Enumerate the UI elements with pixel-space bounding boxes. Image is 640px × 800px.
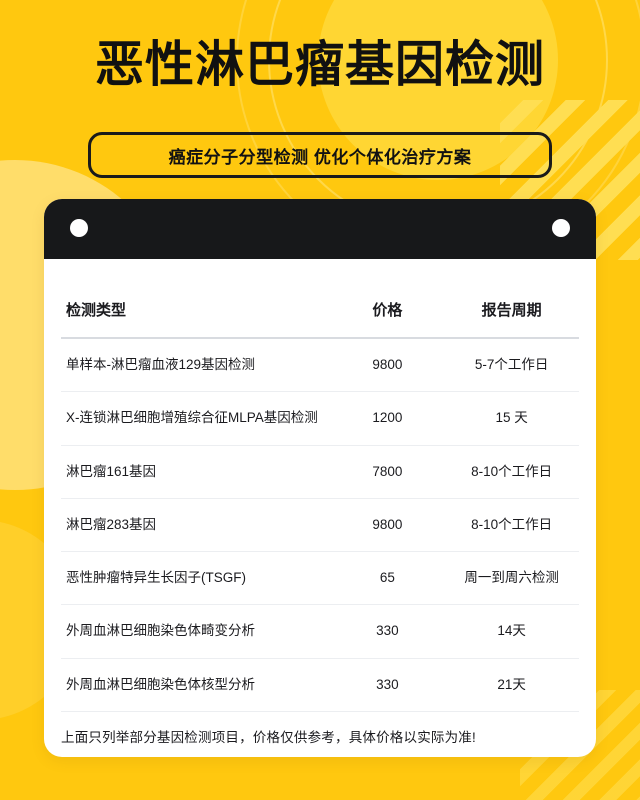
cell-cycle: 周一到周六检测 (464, 570, 559, 585)
table-row: 淋巴瘤283基因 9800 8-10个工作日 (61, 498, 579, 552)
cell-cycle: 21天 (497, 676, 526, 692)
card-top-bar (44, 199, 596, 259)
cell-type: 外周血淋巴细胞染色体核型分析 (66, 676, 255, 692)
page-title: 恶性淋巴瘤基因检测 (94, 38, 545, 92)
table-row: 单样本-淋巴瘤血液129基因检测 9800 5-7个工作日 (61, 338, 579, 392)
cell-type: 单样本-淋巴瘤血液129基因检测 (66, 357, 256, 372)
table-row: 外周血淋巴细胞染色体畸变分析 330 14天 (61, 605, 579, 658)
cell-type: 淋巴瘤161基因 (66, 463, 157, 479)
cell-cycle: 8-10个工作日 (471, 463, 553, 479)
cell-type: 淋巴瘤283基因 (66, 516, 157, 532)
table-row: 淋巴瘤161基因 7800 8-10个工作日 (61, 445, 579, 499)
cell-price: 9800 (372, 357, 403, 372)
column-header-cycle: 报告周期 (481, 302, 542, 319)
column-header-type: 检测类型 (66, 302, 127, 319)
cell-type: X-连锁淋巴细胞增殖综合征MLPA基因检测 (66, 410, 318, 426)
price-card: 检测类型 价格 报告周期 单样本-淋巴瘤血液129基因检测 9800 5-7个工… (44, 199, 596, 757)
cell-cycle: 8-10个工作日 (471, 516, 553, 532)
cell-cycle: 5-7个工作日 (474, 357, 549, 372)
table-header: 检测类型 价格 报告周期 (61, 259, 579, 338)
cell-price: 330 (376, 676, 399, 692)
cell-price: 7800 (372, 463, 403, 479)
cell-cycle: 14天 (497, 623, 526, 639)
dot-left-icon (70, 219, 88, 237)
cell-cycle: 15 天 (495, 410, 528, 426)
cell-price: 65 (379, 570, 395, 585)
cell-price: 330 (376, 623, 399, 639)
table-body: 单样本-淋巴瘤血液129基因检测 9800 5-7个工作日 X-连锁淋巴细胞增殖… (61, 338, 579, 757)
table-footnote-row: 上面只列举部分基因检测项目，价格仅供参考，具体价格以实际为准! (61, 711, 579, 757)
table-header-row: 检测类型 价格 报告周期 (61, 259, 579, 338)
subtitle-pill: 癌症分子分型检测 优化个体化治疗方案 (88, 132, 552, 178)
table-footnote: 上面只列举部分基因检测项目，价格仅供参考，具体价格以实际为准! (61, 729, 476, 745)
table-row: 恶性肿瘤特异生长因子(TSGF) 65 周一到周六检测 (61, 552, 579, 605)
cell-price: 9800 (372, 516, 403, 532)
price-table: 检测类型 价格 报告周期 单样本-淋巴瘤血液129基因检测 9800 5-7个工… (61, 259, 579, 757)
table-row: 外周血淋巴细胞染色体核型分析 330 21天 (61, 658, 579, 712)
subtitle-text: 癌症分子分型检测 优化个体化治疗方案 (168, 147, 472, 167)
column-header-price: 价格 (372, 302, 403, 319)
cell-type: 恶性肿瘤特异生长因子(TSGF) (66, 570, 246, 585)
cell-type: 外周血淋巴细胞染色体畸变分析 (66, 623, 255, 639)
table-row: X-连锁淋巴细胞增殖综合征MLPA基因检测 1200 15 天 (61, 392, 579, 445)
table-container: 检测类型 价格 报告周期 单样本-淋巴瘤血液129基因检测 9800 5-7个工… (44, 259, 596, 757)
cell-price: 1200 (372, 410, 403, 426)
dot-right-icon (552, 219, 570, 237)
